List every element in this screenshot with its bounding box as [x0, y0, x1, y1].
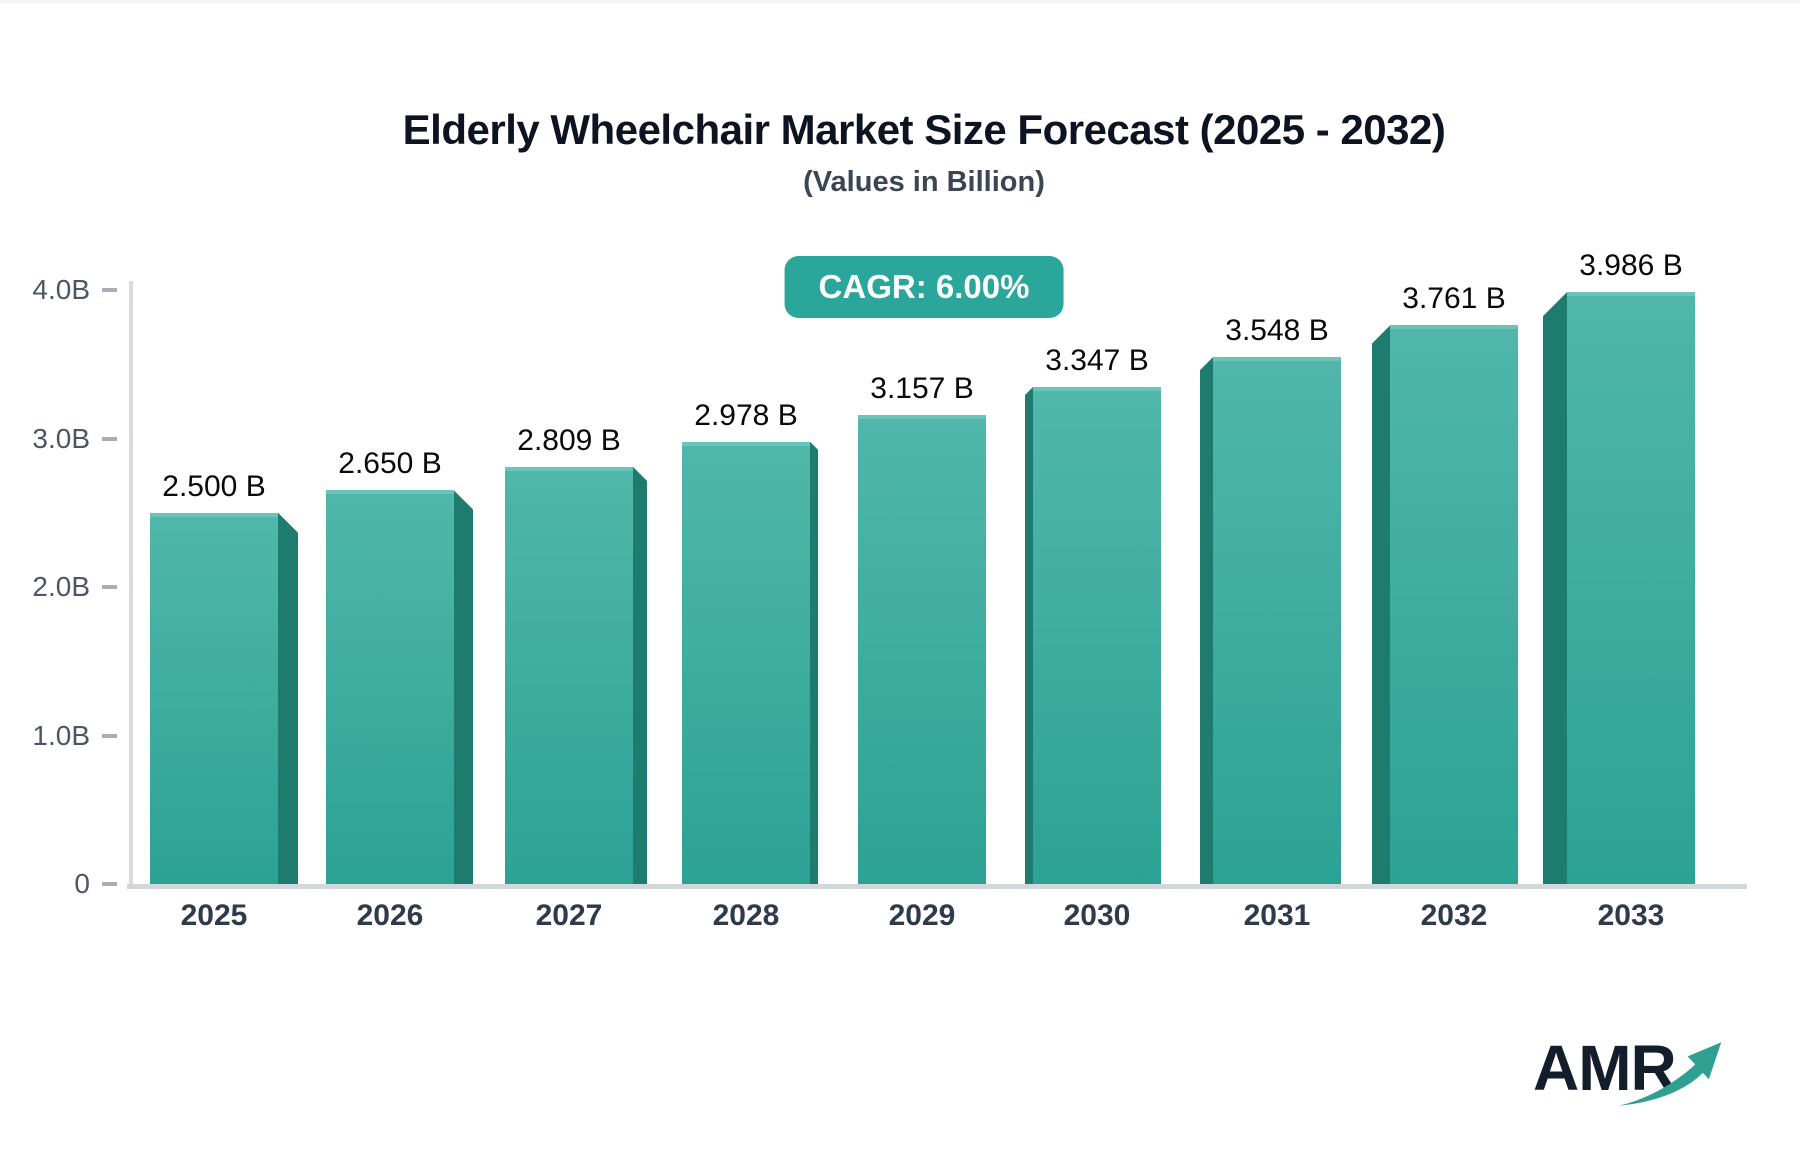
bar-2031	[1213, 357, 1341, 884]
growth-arrow-icon	[1618, 1042, 1722, 1106]
bar-value-label: 3.548 B	[1225, 314, 1329, 348]
bar-2029	[858, 415, 986, 884]
amr-logo-text: AMR	[1533, 1032, 1677, 1104]
x-tick-label: 2025	[180, 899, 248, 932]
bar-value-label: 3.347 B	[1045, 343, 1149, 377]
bar-2025	[150, 512, 278, 884]
cagr-badge: CAGR: 6.00%	[784, 256, 1064, 318]
bar-2026	[326, 490, 454, 884]
bar-2032	[1390, 325, 1518, 884]
chart-title: Elderly Wheelchair Market Size Forecast …	[402, 106, 1446, 153]
x-tick-label: 2032	[1420, 899, 1488, 932]
bar-side-face	[633, 466, 647, 884]
y-tick-label: 1.0B	[32, 719, 90, 751]
x-tick-label: 2028	[712, 899, 780, 932]
bar-value-label: 2.978 B	[694, 398, 798, 432]
x-tick-label: 2026	[356, 899, 424, 932]
bar-value-label: 2.809 B	[517, 423, 621, 457]
chart-subtitle: (Values in Billion)	[803, 166, 1045, 198]
y-tick-label: 4.0B	[32, 274, 90, 305]
bar-2030	[1033, 386, 1161, 884]
y-tick-label: 0	[74, 868, 90, 899]
bar-side-face	[1543, 292, 1567, 884]
x-axis-line	[127, 884, 1747, 889]
y-axis-line	[129, 281, 133, 889]
x-tick-label: 2030	[1063, 899, 1131, 932]
y-tick-label: 2.0B	[32, 571, 90, 602]
y-tick-mark	[102, 733, 117, 738]
x-tick-label: 2033	[1597, 899, 1665, 932]
bar-value-label: 3.761 B	[1402, 282, 1506, 316]
cagr-label: CAGR: 6.00%	[818, 268, 1030, 305]
y-tick-mark	[102, 585, 117, 589]
bar-side-face	[1200, 357, 1213, 884]
bar-2033	[1567, 292, 1695, 884]
bar-value-label: 3.157 B	[870, 372, 974, 406]
bar-side-face	[454, 490, 473, 884]
x-tick-label: 2029	[888, 899, 956, 932]
bar-value-label: 2.500 B	[162, 469, 266, 503]
bar-value-label: 3.986 B	[1579, 249, 1683, 283]
y-tick-mark	[102, 436, 117, 441]
y-tick-label: 3.0B	[32, 422, 90, 454]
bar-2028	[682, 441, 810, 884]
bar-value-label: 2.650 B	[338, 447, 442, 481]
page-top-edge	[0, 0, 1800, 3]
x-tick-label: 2027	[535, 899, 603, 932]
bar-side-face	[278, 512, 298, 884]
bar-2027	[505, 466, 633, 884]
bar-side-face	[1025, 386, 1033, 884]
amr-logo: AMR	[1533, 1032, 1728, 1116]
bar-side-face	[810, 441, 818, 884]
y-tick-mark	[102, 288, 117, 292]
y-tick-mark	[102, 882, 117, 886]
bar-side-face	[1372, 325, 1390, 884]
x-tick-label: 2031	[1243, 899, 1311, 932]
